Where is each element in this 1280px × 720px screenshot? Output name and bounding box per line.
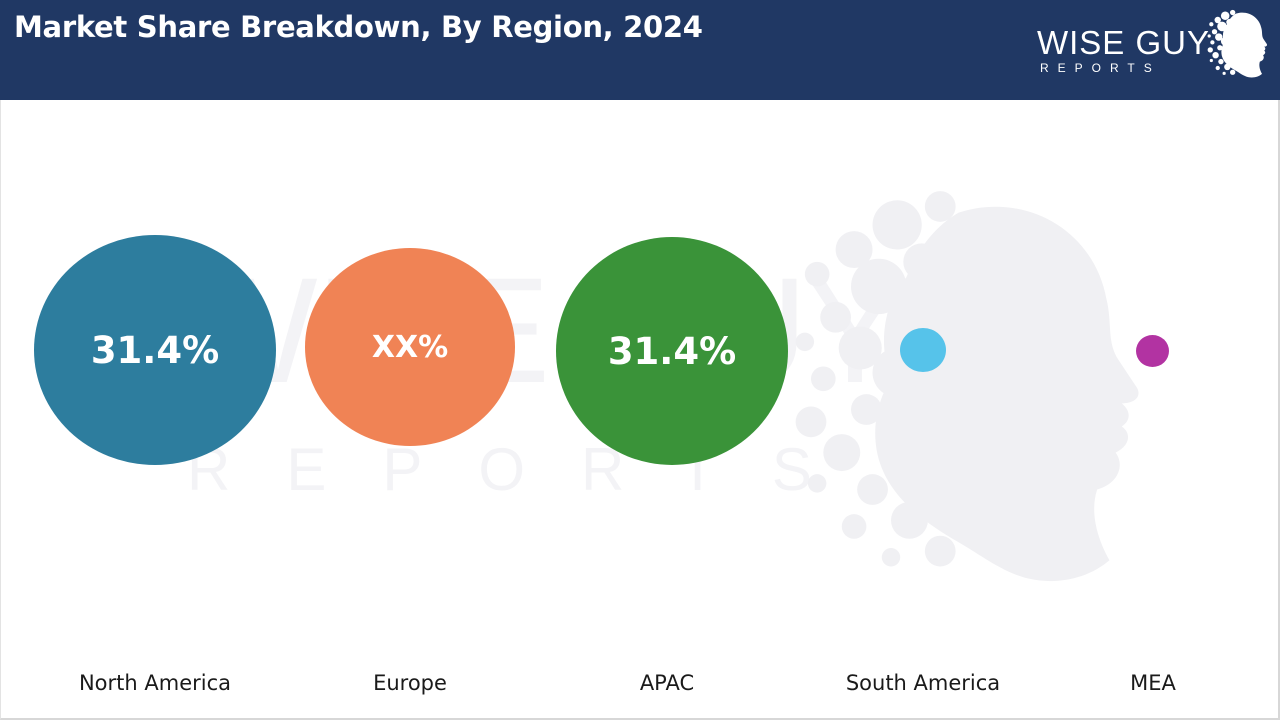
watermark-head-icon bbox=[779, 188, 1163, 588]
bubble-value-label: XX% bbox=[371, 329, 449, 365]
bubble-mea bbox=[1136, 335, 1169, 367]
category-label-mea: MEA bbox=[1130, 671, 1176, 695]
category-label-europe: Europe bbox=[373, 671, 447, 695]
bubble-apac: 31.4% bbox=[556, 237, 788, 465]
page-title: Market Share Breakdown, By Region, 2024 bbox=[14, 10, 703, 44]
watermark-text-line2: REPORTS bbox=[187, 436, 868, 503]
bubble-value-label: 31.4% bbox=[607, 329, 737, 373]
category-label-north-america: North America bbox=[78, 671, 232, 695]
brand-logo: WISE GUY REPORTS bbox=[1037, 6, 1270, 80]
bubble-europe: XX% bbox=[305, 248, 515, 446]
chart-area: WISE GUY REPORTS 31.4% XX% 31.4% North A… bbox=[0, 100, 1280, 720]
brand-name: WISE GUY bbox=[1036, 24, 1210, 61]
wiseguy-head-icon bbox=[1206, 8, 1270, 80]
brand-text: WISE GUY REPORTS bbox=[1037, 26, 1210, 74]
bubble-value-label: 31.4% bbox=[90, 328, 220, 372]
bubble-south-america bbox=[900, 328, 946, 372]
header: Market Share Breakdown, By Region, 2024 … bbox=[0, 0, 1280, 100]
category-label-south-america: South America bbox=[845, 671, 1001, 695]
bubble-north-america: 31.4% bbox=[34, 235, 276, 465]
brand-subtitle: REPORTS bbox=[1039, 61, 1161, 75]
category-label-apac: APAC bbox=[639, 671, 695, 695]
